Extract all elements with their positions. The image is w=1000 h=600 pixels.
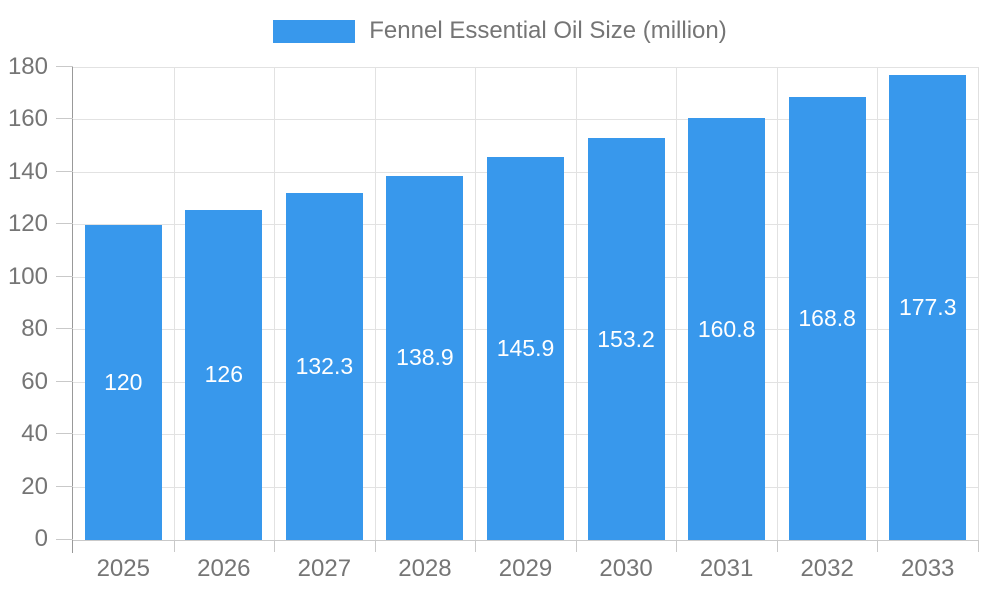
bar-value-label: 132.3 (295, 353, 354, 380)
bar-value-label: 153.2 (597, 325, 655, 352)
bar-2027[interactable]: 132.3 (285, 193, 363, 540)
y-axis-tick (56, 170, 73, 172)
gridline-v (776, 68, 778, 540)
y-axis-tick-label: 60 (21, 367, 48, 395)
bar-2030[interactable]: 153.2 (587, 138, 665, 540)
bar-2031[interactable]: 160.8 (688, 118, 766, 540)
y-axis-tick-label: 0 (34, 525, 48, 552)
y-axis-tick-label: 160 (7, 105, 48, 133)
y-axis-tick-label: 80 (21, 315, 48, 343)
y-axis-tick (56, 66, 73, 67)
gridline-v (676, 68, 678, 540)
plot-area: 120 126 132.3 138.9 145.9 153.2 160.8 168.8 177.… (73, 67, 979, 541)
y-axis-tick-label: 140 (7, 157, 48, 185)
gridline-v (374, 68, 376, 540)
x-axis-tick-label: 2030 (599, 555, 653, 582)
x-axis-tick-label: 2031 (699, 555, 754, 582)
bar-value-label: 138.9 (396, 344, 454, 371)
gridline-h (73, 119, 978, 121)
bar-value-label: 168.8 (798, 305, 856, 332)
x-axis-tick-label: 2027 (297, 555, 352, 582)
y-axis-tick-label: 120 (7, 210, 48, 238)
y-axis-tick (56, 275, 73, 277)
chart-legend: Fennel Essential Oil Size (million) (0, 17, 1000, 45)
gridline-v (475, 68, 477, 540)
x-axis-tick-label: 2033 (901, 555, 955, 582)
x-axis-tick-label: 2028 (398, 555, 452, 582)
bar-2029[interactable]: 145.9 (487, 157, 564, 540)
bar-2032[interactable]: 168.8 (788, 97, 866, 540)
bar-2025[interactable]: 120 (84, 225, 162, 540)
x-axis-tick (475, 540, 477, 552)
bar-value-label: 126 (204, 361, 244, 388)
x-axis-tick-label: 2032 (800, 555, 854, 582)
y-axis-tick (56, 118, 73, 120)
x-axis-tick (877, 540, 879, 552)
legend-label: Fennel Essential Oil Size (million) (369, 17, 727, 44)
x-axis-tick (374, 540, 376, 552)
x-axis-tick (173, 540, 175, 552)
gridline-v (575, 68, 577, 540)
bar-value-label: 177.3 (898, 294, 957, 321)
bar-2028[interactable]: 138.9 (386, 175, 464, 540)
x-axis-tick (978, 540, 979, 552)
y-axis-tick (56, 328, 73, 330)
bar-2026[interactable]: 126 (185, 209, 263, 540)
bar-value-label: 160.8 (697, 315, 756, 342)
x-axis-tick-label: 2029 (498, 555, 553, 582)
y-axis-tick (56, 433, 73, 435)
bar-value-label: 145.9 (496, 335, 555, 362)
gridline-v (274, 68, 276, 540)
y-axis-tick (56, 380, 73, 382)
gridline-v (173, 68, 175, 540)
x-axis-tick (776, 540, 778, 552)
legend-swatch[interactable] (273, 19, 356, 43)
x-axis-tick (575, 540, 577, 552)
y-axis-tick-label: 100 (7, 262, 48, 290)
y-axis-tick-label: 40 (21, 420, 48, 448)
x-axis-tick (274, 540, 276, 552)
bar-2033[interactable]: 177.3 (889, 75, 967, 540)
x-axis-tick (676, 540, 678, 552)
x-axis-tick-label: 2025 (96, 555, 150, 582)
y-axis-line (72, 67, 73, 553)
bar-value-label: 120 (104, 369, 143, 396)
y-axis-tick (56, 223, 73, 225)
y-axis-tick (56, 539, 73, 540)
x-axis-tick-label: 2026 (197, 555, 251, 582)
y-axis-tick-label: 20 (21, 472, 48, 500)
gridline-v (877, 68, 879, 540)
y-axis-tick-label: 180 (7, 53, 48, 80)
y-axis-tick (56, 485, 73, 487)
